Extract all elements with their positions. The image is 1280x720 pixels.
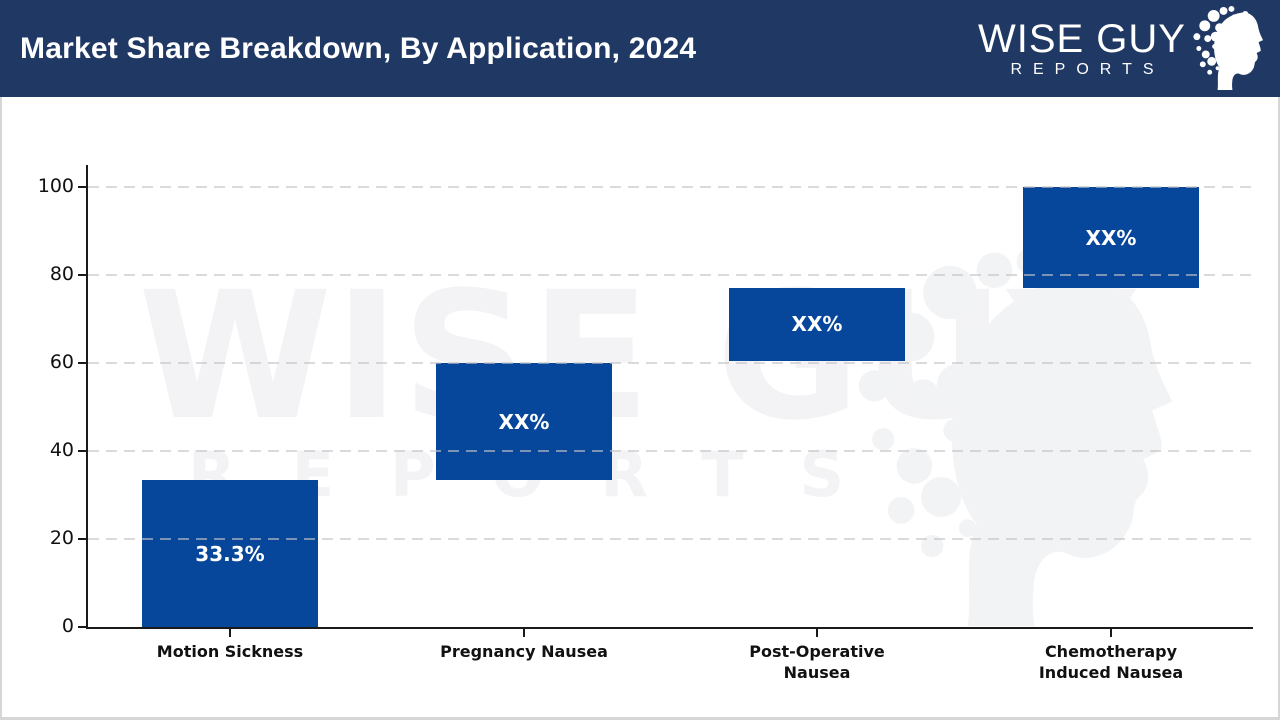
gridline-y80: [88, 274, 1253, 276]
y-tick-20: [78, 538, 86, 540]
y-tick-60: [78, 362, 86, 364]
y-tick-label-20: 20: [49, 527, 74, 549]
brand-name: WISE GUY: [977, 17, 1186, 61]
x-axis-line: [86, 627, 1253, 629]
bar-1: 33.3%: [142, 480, 318, 627]
y-tick-label-0: 0: [61, 615, 74, 637]
header-bar: Market Share Breakdown, By Application, …: [0, 0, 1280, 97]
x-tick-2: [523, 629, 525, 637]
y-tick-100: [78, 186, 86, 188]
gridline-y40: [88, 450, 1253, 452]
y-axis-line: [86, 165, 88, 629]
bar-value-label: 33.3%: [195, 541, 265, 566]
gridline-y100: [88, 186, 1253, 188]
bar-value-label: XX%: [498, 409, 550, 434]
x-category-label-3: Post-Operative Nausea: [749, 642, 885, 682]
page-title: Market Share Breakdown, By Application, …: [20, 31, 697, 65]
x-tick-4: [1110, 629, 1112, 637]
x-category-label-1: Motion Sickness: [156, 642, 304, 661]
x-tick-1: [229, 629, 231, 637]
bar-3: XX%: [729, 288, 905, 361]
y-tick-40: [78, 450, 86, 452]
bar-4: XX%: [1023, 187, 1199, 289]
brand-subtitle: REPORTS: [1010, 61, 1165, 78]
y-tick-80: [78, 274, 86, 276]
x-tick-3: [816, 629, 818, 637]
dotted-head-profile-icon: [1188, 6, 1266, 90]
gridline-y60: [88, 362, 1253, 364]
brand-logo: WISE GUY REPORTS: [978, 6, 1266, 90]
y-tick-label-100: 100: [37, 175, 74, 197]
x-category-label-4: Chemotherapy Induced Nausea: [1038, 642, 1184, 682]
x-category-label-2: Pregnancy Nausea: [440, 642, 608, 661]
y-tick-label-60: 60: [49, 351, 74, 373]
y-tick-label-80: 80: [49, 263, 74, 285]
y-tick-label-40: 40: [49, 439, 74, 461]
y-tick-0: [78, 626, 86, 628]
bar-value-label: XX%: [791, 312, 843, 337]
bar-2: XX%: [436, 363, 612, 481]
gridline-y20: [88, 538, 1253, 540]
bar-value-label: XX%: [1085, 225, 1137, 250]
chart-area: WISE GUY REPORTS 33.3%XX%XX%XX%020406080…: [0, 97, 1280, 720]
